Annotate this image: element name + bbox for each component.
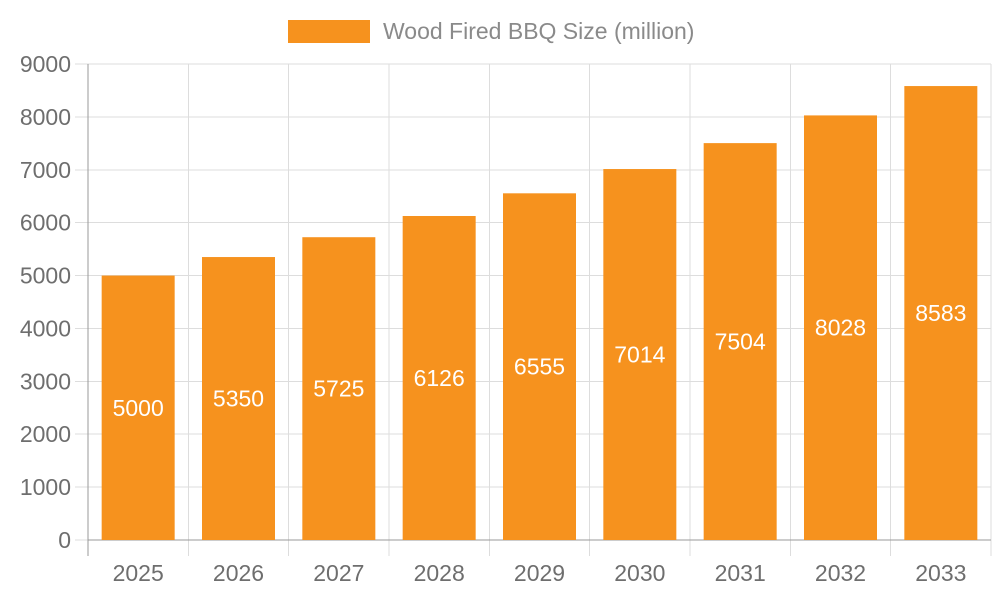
bar[interactable] [402,216,476,540]
x-axis-tick-label: 2031 [715,560,766,586]
bar[interactable] [603,169,677,540]
bar-value-label: 5350 [213,386,264,412]
legend-item[interactable]: Wood Fired BBQ Size (million) [288,19,694,44]
y-axis-tick-label: 3000 [20,368,71,394]
bar-value-label: 7014 [614,342,665,368]
bar[interactable] [503,193,576,540]
bar-value-label: 5000 [113,395,164,421]
y-axis-tick-label: 2000 [20,421,71,447]
bar-value-label: 6126 [414,365,465,391]
bar-value-label: 5725 [313,376,364,402]
y-axis-tick-label: 6000 [20,210,71,236]
bar[interactable] [804,115,877,541]
x-axis-tick-label: 2028 [414,560,465,586]
legend-swatch [288,20,370,43]
bar-value-label: 7504 [715,329,766,355]
y-axis-tick-label: 4000 [20,315,71,341]
y-axis-tick-label: 0 [58,527,71,553]
x-axis-tick-label: 2027 [313,560,364,586]
y-axis-tick-label: 1000 [20,474,71,500]
bar[interactable] [703,143,777,541]
y-axis-tick-label: 5000 [20,263,71,289]
bar-value-label: 6555 [514,354,565,380]
y-axis-tick-label: 9000 [20,51,71,77]
bar[interactable] [202,257,275,540]
y-axis-tick-label: 7000 [20,157,71,183]
y-axis-tick-label: 8000 [20,104,71,130]
x-axis-tick-label: 2033 [915,560,966,586]
bar-value-label: 8028 [815,315,866,341]
bar-value-label: 8583 [915,300,966,326]
bar[interactable] [302,237,376,540]
legend-label: Wood Fired BBQ Size (million) [383,18,695,44]
x-axis-tick-label: 2030 [614,560,665,586]
x-axis-tick-label: 2029 [514,560,565,586]
bar[interactable] [101,275,175,540]
x-axis-tick-label: 2025 [113,560,164,586]
bar[interactable] [904,86,978,541]
x-axis-tick-label: 2026 [213,560,264,586]
x-axis-tick-label: 2032 [815,560,866,586]
